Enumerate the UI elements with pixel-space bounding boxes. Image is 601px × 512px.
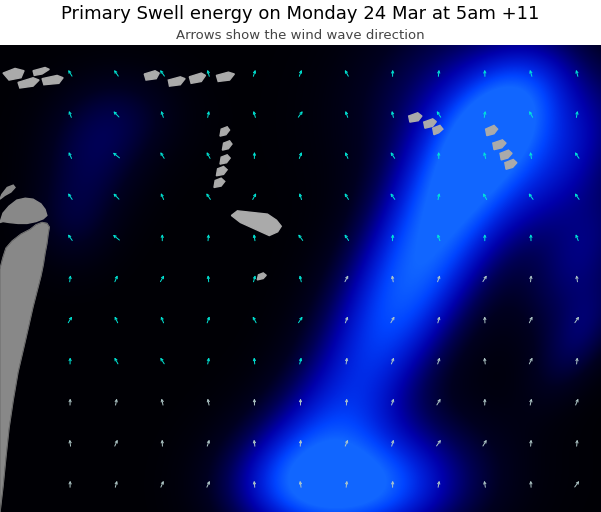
Polygon shape [505,159,517,169]
Polygon shape [214,178,225,187]
Polygon shape [433,125,443,135]
Polygon shape [0,185,15,199]
Polygon shape [220,127,230,136]
Polygon shape [168,77,185,86]
Polygon shape [33,68,49,75]
Polygon shape [222,141,232,150]
Polygon shape [144,71,159,80]
Polygon shape [216,72,234,81]
Polygon shape [500,150,512,160]
Polygon shape [42,75,63,85]
Polygon shape [493,140,506,150]
Polygon shape [189,73,206,83]
Text: Primary Swell energy on Monday 24 Mar at 5am +11: Primary Swell energy on Monday 24 Mar at… [61,5,540,23]
Polygon shape [231,211,281,236]
Polygon shape [409,113,422,122]
Polygon shape [257,273,266,280]
Polygon shape [216,166,227,176]
Polygon shape [220,155,230,164]
Polygon shape [0,223,49,512]
Polygon shape [18,78,39,88]
Text: Arrows show the wind wave direction: Arrows show the wind wave direction [176,29,425,41]
Polygon shape [0,198,47,223]
Polygon shape [424,119,436,128]
Polygon shape [486,125,498,136]
Polygon shape [3,69,24,80]
